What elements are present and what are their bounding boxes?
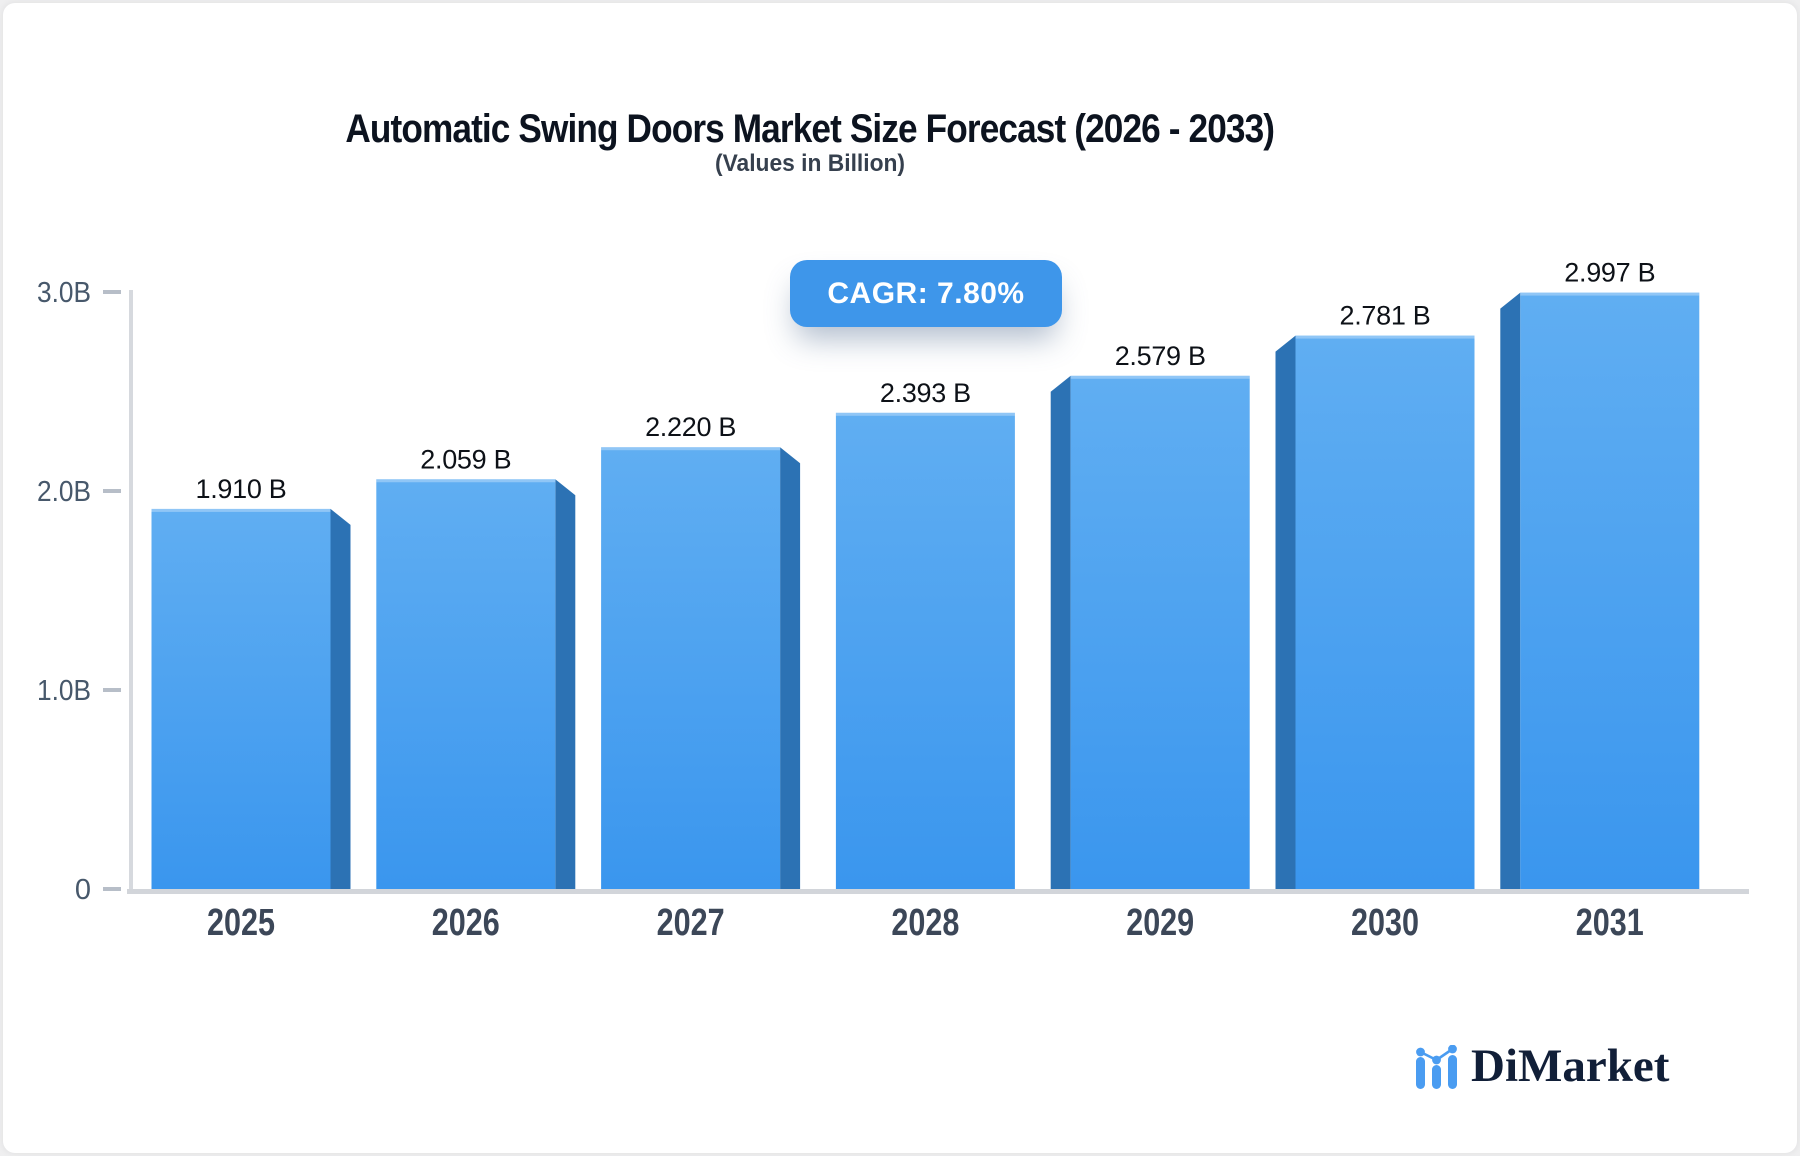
chart-subtitle: (Values in Billion) xyxy=(3,150,1617,178)
bar-2029 xyxy=(1070,375,1250,889)
bar-2030 xyxy=(1295,335,1475,889)
chart-title-text: Automatic Swing Doors Market Size Foreca… xyxy=(345,107,1276,151)
x-axis-line xyxy=(127,889,1749,894)
logo-text: DiMarket xyxy=(1471,1040,1670,1092)
y-axis-line xyxy=(129,290,133,891)
bar-top-highlight xyxy=(601,447,781,451)
y-axis-label: 0 xyxy=(75,874,91,906)
bar-value-label: 2.059 B xyxy=(420,444,511,474)
bar-top-highlight xyxy=(1070,375,1250,379)
y-axis-label: 3.0B xyxy=(37,277,91,309)
bar-top-highlight xyxy=(1295,335,1475,339)
x-axis-label: 2030 xyxy=(1351,902,1419,944)
bar-value-label: 2.579 B xyxy=(1115,341,1206,371)
bar-2028 xyxy=(835,412,1015,889)
bar-chart: 3.0B 2.0B 1.0B 0 1.910 B 2025 2.059 B 2026 2.220… xyxy=(37,258,1749,944)
bar-top-highlight xyxy=(835,412,1015,416)
bar-value-label: 1.910 B xyxy=(196,474,287,504)
bar-value-label: 2.220 B xyxy=(645,412,736,442)
bar-value-label: 2.393 B xyxy=(880,378,971,408)
mini-bar-chart-logo-icon xyxy=(1416,1045,1457,1089)
bar-side-face-2026 xyxy=(555,479,576,889)
bar-2026 xyxy=(376,479,556,889)
y-axis-label: 2.0B xyxy=(37,476,91,508)
bar-value-label: 2.997 B xyxy=(1564,258,1655,288)
bar-side-face-2027 xyxy=(780,447,801,889)
bar-2027 xyxy=(601,447,781,889)
dimarket-logo: DiMarket xyxy=(1416,1041,1669,1091)
bar-2025 xyxy=(151,508,331,889)
x-axis-label: 2027 xyxy=(657,902,725,944)
chart-card: Automatic Swing Doors Market Size Foreca… xyxy=(3,3,1797,1153)
chart-subtitle-text: (Values in Billion) xyxy=(714,150,906,177)
bar-side-face-2031 xyxy=(1500,292,1521,889)
x-axis-label: 2025 xyxy=(207,902,275,944)
x-axis-label: 2028 xyxy=(891,902,959,944)
bar-top-highlight xyxy=(151,508,331,512)
x-axis-label: 2031 xyxy=(1576,902,1644,944)
y-axis-label: 1.0B xyxy=(37,675,91,707)
bar-value-label: 2.781 B xyxy=(1340,301,1431,331)
cagr-badge: CAGR: 7.80% xyxy=(790,260,1062,327)
bar-2031 xyxy=(1520,292,1700,889)
x-axis-label: 2029 xyxy=(1126,902,1194,944)
bar-top-highlight xyxy=(376,479,556,483)
x-axis-label: 2026 xyxy=(432,902,500,944)
bar-side-face-2025 xyxy=(330,508,351,889)
chart-title: Automatic Swing Doors Market Size Foreca… xyxy=(3,107,1617,152)
bar-top-highlight xyxy=(1520,292,1700,296)
bar-side-face-2029 xyxy=(1050,375,1071,889)
bar-side-face-2030 xyxy=(1275,335,1296,889)
